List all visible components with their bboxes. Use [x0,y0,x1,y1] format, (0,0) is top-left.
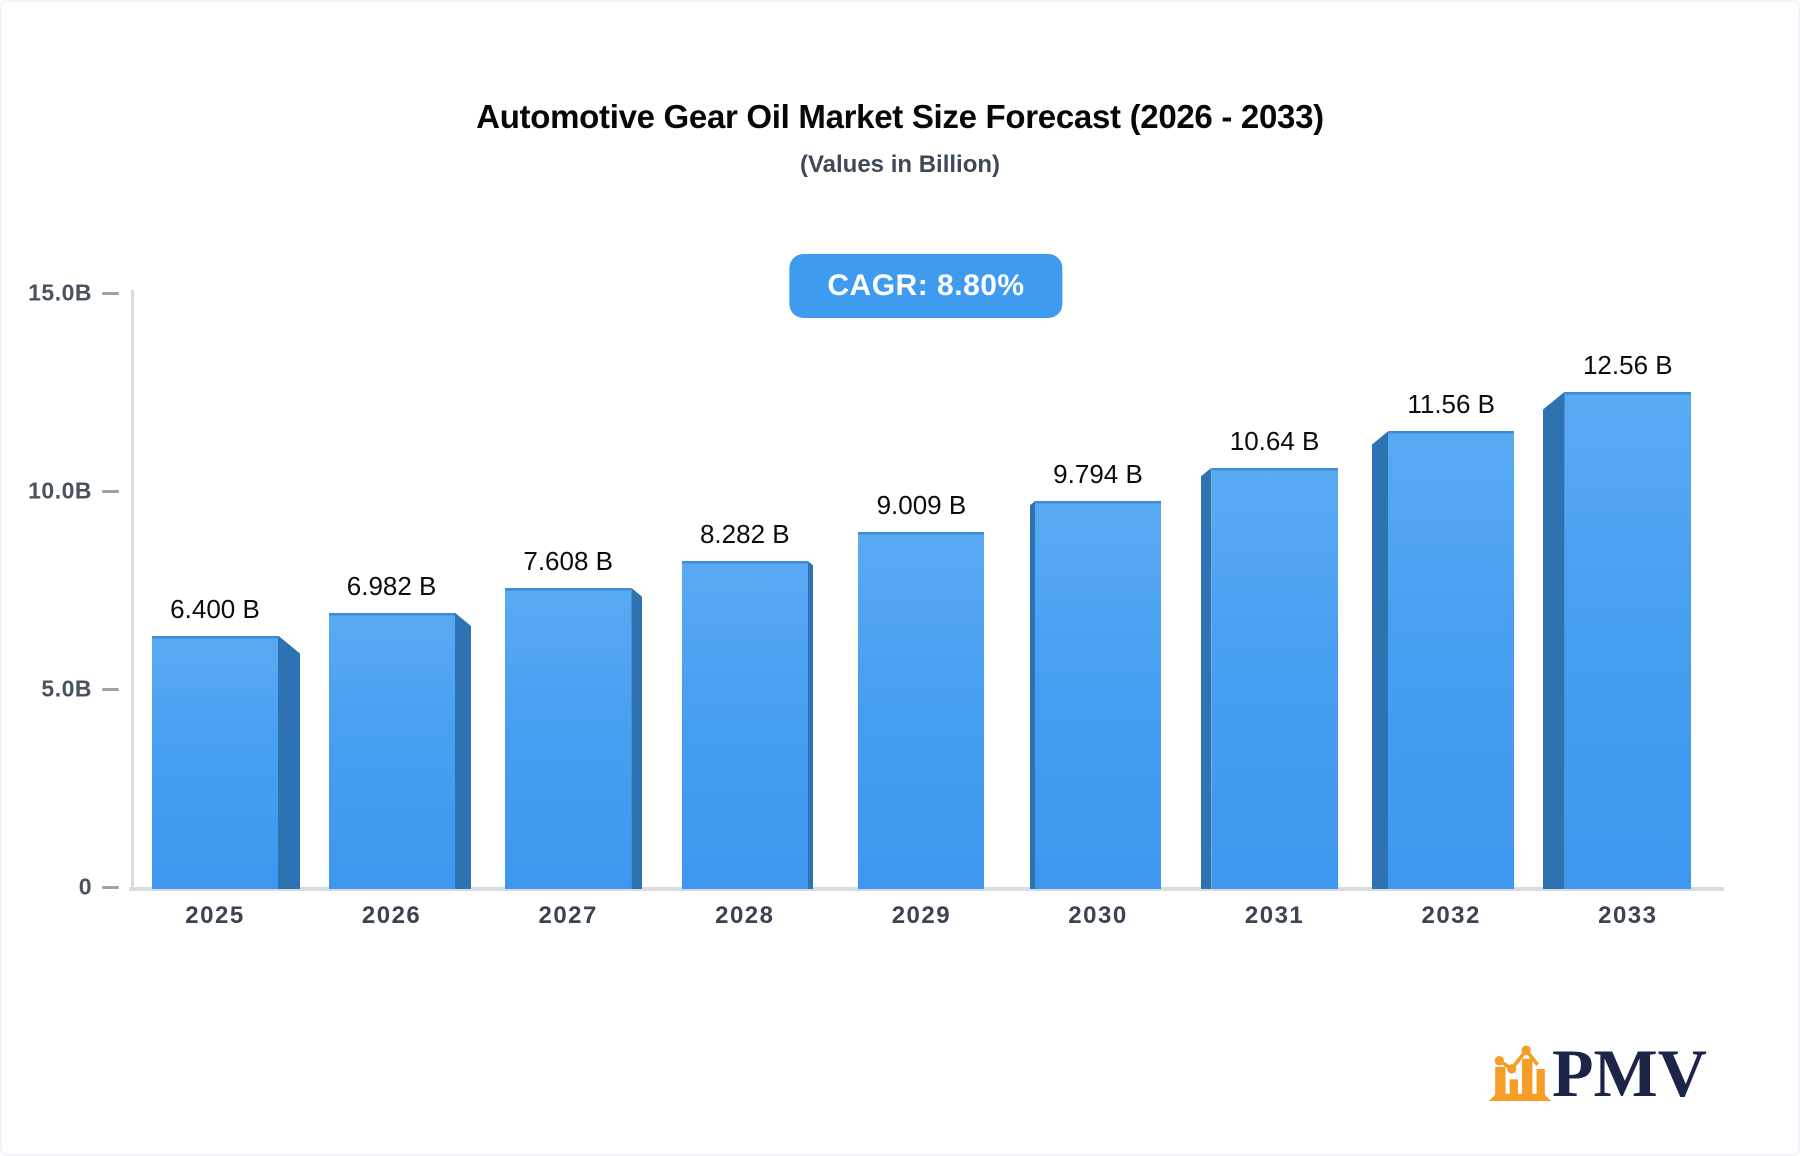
bar-2027 [505,587,632,889]
bar-2029 [858,532,985,889]
y-axis-tick [102,885,119,889]
logo-text: PMV [1552,1035,1707,1112]
bar-side-2028 [807,561,814,889]
x-axis-line [129,887,1724,891]
y-axis-line [131,290,134,891]
bar-side-2025 [278,635,300,889]
bar-value-label: 7.608 B [523,545,613,576]
bar-side-2031 [1200,467,1212,889]
bar-value-label: 11.56 B [1407,389,1496,420]
bar-2025 [152,635,278,889]
x-axis-label: 2029 [891,902,952,929]
bar-value-label: 10.64 B [1229,425,1320,456]
y-axis-tick [102,687,119,691]
bar-side-2026 [454,612,472,889]
bar-side-2027 [631,587,643,889]
bar-value-label: 9.794 B [1053,459,1143,490]
x-axis-label: 2033 [1598,902,1658,929]
bar-2031 [1211,467,1338,889]
y-axis-tick-label: 0 [78,873,92,900]
bar-2032 [1388,431,1515,889]
y-axis-tick [102,291,119,295]
x-axis-label: 2032 [1421,902,1481,929]
bar-2028 [681,561,808,889]
pmv-logo: PMV [1488,1035,1707,1112]
y-axis-tick-label: 15.0B [28,279,92,306]
x-axis-label: 2026 [361,902,422,929]
y-axis-tick-label: 5.0B [41,675,92,702]
bar-side-2032 [1371,431,1389,889]
x-axis-label: 2027 [538,902,598,929]
bar-value-label: 9.009 B [876,490,967,521]
bar-value-label: 6.400 B [170,593,260,624]
bar-value-label: 12.56 B [1582,349,1673,380]
x-axis-label: 2028 [715,902,775,929]
bar-value-label: 8.282 B [699,519,790,550]
y-axis-tick-label: 10.0B [28,477,92,504]
page-subtitle: (Values in Billion) [799,151,1001,178]
x-axis-label: 2030 [1068,902,1128,929]
bar-side-2033 [1542,391,1565,889]
bar-2030 [1035,501,1161,889]
bar-2026 [328,612,455,889]
y-axis-tick [102,489,119,493]
bar-side-2030 [1029,501,1035,889]
cagr-badge: CAGR: 8.80% [789,254,1063,318]
page-title: Automotive Gear Oil Market Size Forecast… [476,98,1324,135]
bar-chart-logo-icon [1489,1045,1551,1101]
x-axis-label: 2031 [1244,902,1305,929]
bar-2033 [1564,391,1691,889]
x-axis-label: 2025 [185,902,245,929]
bar-value-label: 6.982 B [346,570,437,601]
